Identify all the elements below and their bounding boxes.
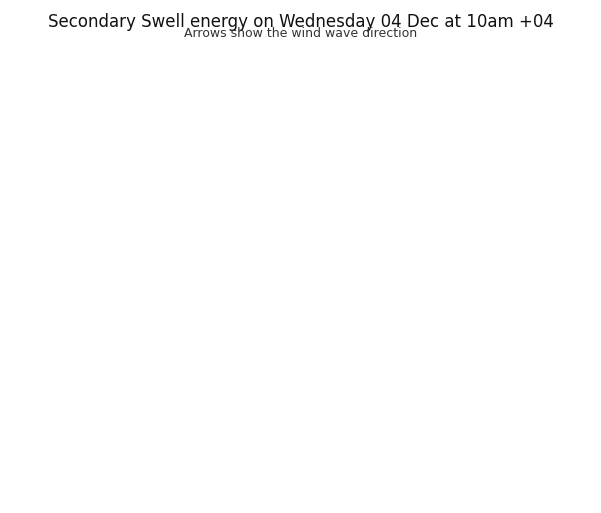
- Text: Arrows show the wind wave direction: Arrows show the wind wave direction: [184, 27, 417, 40]
- Text: Secondary Swell energy on Wednesday 04 Dec at 10am +04: Secondary Swell energy on Wednesday 04 D…: [47, 13, 554, 31]
- Text: cartopy required: cartopy required: [243, 270, 358, 284]
